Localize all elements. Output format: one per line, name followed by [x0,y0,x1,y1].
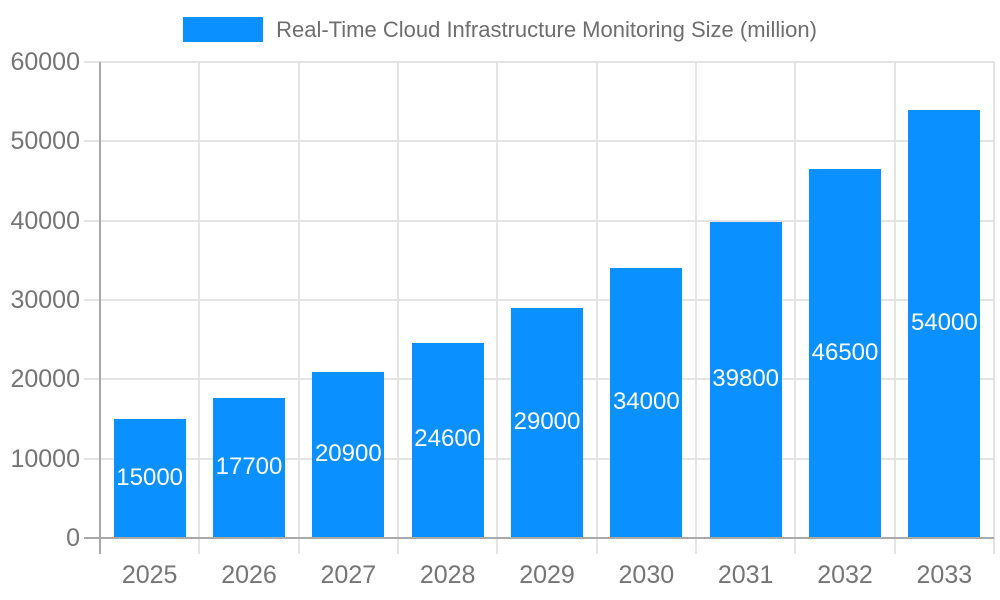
x-axis-tick-label: 2027 [320,561,377,589]
x-axis-tick-label: 2031 [717,561,774,589]
y-axis-tick-label: 40000 [10,206,80,235]
h-gridline [84,61,994,63]
y-axis-tick-label: 0 [66,524,80,552]
bar-2026 [213,397,285,538]
x-axis-tick-label: 2030 [618,561,675,589]
x-axis-tick-label: 2026 [221,561,277,589]
bar-2029 [511,307,583,538]
y-axis-tick-label: 30000 [10,286,80,314]
v-gridline [198,62,201,554]
x-axis-tick-label: 2028 [419,561,476,589]
bar-value-label: 15000 [116,463,184,491]
h-gridline [84,140,994,143]
legend-item[interactable]: Real-Time Cloud Infrastructure Monitorin… [183,17,817,43]
bar-value-label: 39800 [712,365,780,393]
v-gridline [297,62,300,554]
bar-value-label: 20900 [314,440,382,468]
bar-2030 [610,268,683,538]
y-axis-tick-label: 10000 [10,444,80,473]
v-gridline [496,62,499,554]
h-gridline [84,299,994,301]
bar-value-label: 54000 [910,308,978,336]
y-axis-tick-label: 50000 [10,127,80,156]
bar-value-label: 24600 [414,425,482,453]
legend-swatch [183,17,264,43]
x-axis-tick-label: 2032 [817,561,873,589]
v-gridline [893,62,896,554]
bar-value-label: 29000 [513,407,581,435]
x-axis-line [84,537,994,539]
bar-2027 [312,372,385,538]
bar-2028 [411,342,484,538]
y-axis-tick-label: 20000 [10,365,80,394]
x-axis-tick-label: 2025 [121,561,178,589]
bar-2032 [809,169,881,538]
v-gridline [595,62,598,554]
x-axis-tick-label: 2033 [916,561,973,589]
v-gridline [794,62,797,554]
v-gridline [695,62,697,554]
v-gridline [993,62,995,554]
x-axis-tick-label: 2029 [519,561,575,589]
bar-2031 [709,222,782,538]
bar-value-label: 34000 [612,388,680,416]
y-axis-line [99,62,101,554]
bar-value-label: 17700 [215,452,283,480]
y-axis-tick-label: 60000 [10,48,80,76]
v-gridline [397,62,399,554]
chart-legend: Real-Time Cloud Infrastructure Monitorin… [0,14,1000,46]
bar-2033 [908,109,981,538]
legend-label: Real-Time Cloud Infrastructure Monitorin… [276,16,817,42]
bar-2025 [113,419,186,538]
h-gridline [84,219,994,222]
bar-value-label: 46500 [811,338,879,366]
